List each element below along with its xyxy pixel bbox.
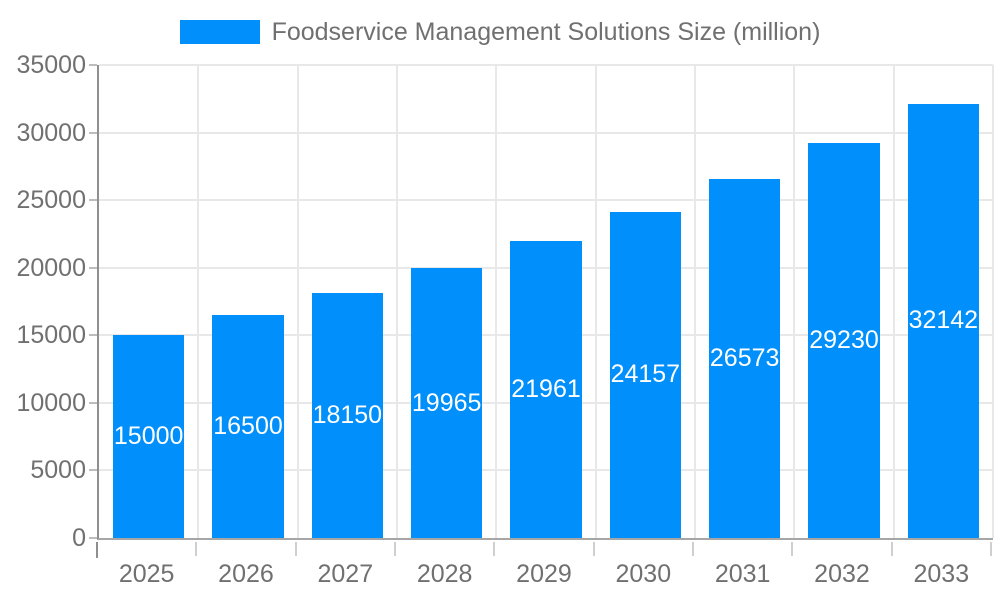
bar-2028[interactable]: 19965 [410,268,483,538]
y-axis-tick [89,64,97,66]
bar-2032[interactable]: 29230 [808,142,880,538]
bar-value-label: 19965 [411,388,482,417]
legend-swatch-icon [179,20,260,44]
y-axis-tick [89,131,97,134]
bar-value-label: 21961 [511,375,581,404]
bar-value-label: 32142 [908,306,979,335]
x-axis-tick [791,542,794,556]
y-axis-label: 10000 [16,388,86,417]
y-gridline [99,64,993,66]
legend-label: Foodservice Management Solutions Size (m… [271,17,821,46]
x-axis-label-2027: 2027 [317,560,374,588]
x-gridline [694,65,696,538]
y-axis-label: 20000 [16,253,86,282]
bar-value-label: 16500 [213,412,283,440]
x-axis-label-2028: 2028 [416,560,473,588]
x-axis-tick [294,542,297,556]
x-axis-label-2025: 2025 [118,560,175,588]
bar-2031[interactable]: 26573 [708,178,781,538]
bar-2033[interactable]: 32142 [907,103,980,538]
y-axis-label: 0 [72,524,86,552]
x-axis-label-2033: 2033 [913,560,970,588]
bar-value-label: 15000 [113,422,184,451]
x-axis-tick [493,542,496,556]
y-axis-label: 35000 [16,51,86,79]
bar-value-label: 18150 [312,400,383,429]
legend-item[interactable]: Foodservice Management Solutions Size (m… [0,17,1000,47]
x-axis-tick [890,542,893,556]
plot-area: 15000 16500 18150 19965 21961 24157 26573 29230… [97,64,994,540]
x-axis-tick [592,542,595,556]
bar-2026[interactable]: 16500 [212,315,284,538]
x-axis-label-2032: 2032 [814,560,870,588]
y-gridline [99,199,993,202]
y-axis-tick [89,199,97,202]
x-gridline [197,65,200,538]
y-axis-tick [89,401,97,404]
x-gridline [793,65,796,538]
bar-2027[interactable]: 18150 [311,292,384,538]
x-axis-tick [96,542,98,558]
x-gridline [495,65,498,538]
x-axis-tick [394,542,396,556]
y-axis-tick [89,537,97,539]
x-axis-tick [990,542,992,556]
x-axis-label-2029: 2029 [516,560,572,588]
x-axis-tick [195,542,198,556]
x-gridline [296,65,299,538]
bar-2030[interactable]: 24157 [609,211,682,538]
x-axis-tick [692,542,694,556]
y-axis-tick [89,266,97,269]
bar-value-label: 26573 [709,343,780,372]
bar-2029[interactable]: 21961 [510,241,582,538]
x-axis-label-2030: 2030 [615,560,672,588]
y-axis-label: 15000 [16,321,86,350]
y-axis-label: 5000 [30,456,86,485]
x-gridline [892,65,895,538]
x-axis-label-2031: 2031 [714,560,771,588]
x-axis-label-2026: 2026 [218,560,274,588]
x-gridline [992,65,994,538]
y-axis-label: 25000 [16,186,86,215]
bar-value-label: 24157 [610,360,681,389]
bar-value-label: 29230 [809,325,879,354]
bar-2025[interactable]: 15000 [112,335,185,538]
y-axis-label: 30000 [16,118,86,147]
y-axis-tick [89,469,97,472]
y-gridline [99,131,993,134]
y-axis-tick [89,334,97,337]
x-gridline [594,65,597,538]
x-gridline [396,65,398,538]
